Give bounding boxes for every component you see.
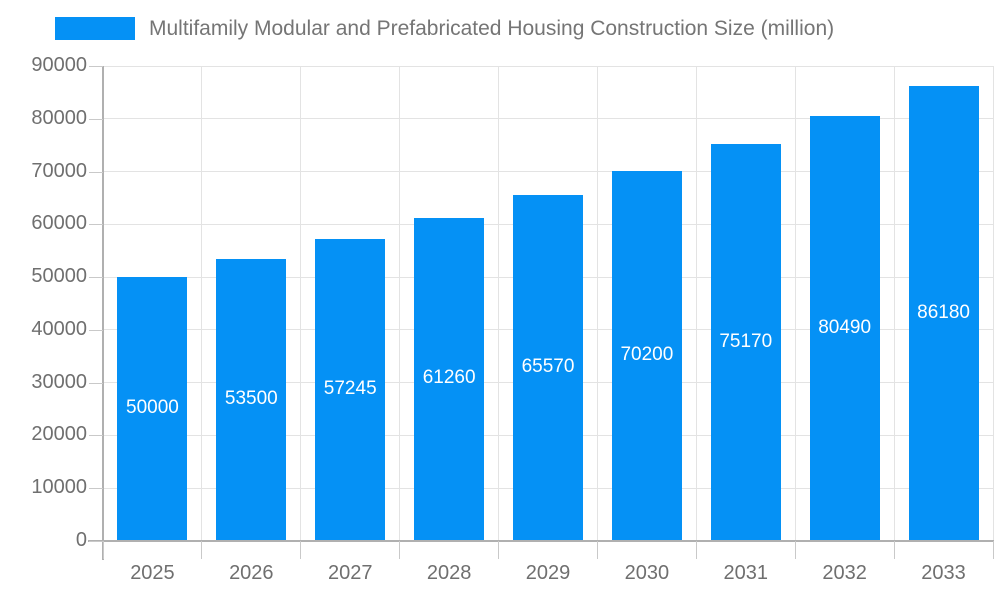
h-gridline bbox=[103, 171, 993, 173]
x-tick-label: 2026 bbox=[229, 562, 274, 584]
y-tick bbox=[89, 488, 103, 490]
bar: 57245 bbox=[315, 238, 386, 541]
plot-area: 50000 53500 57245 61260 65570 70200 75170 80490… bbox=[103, 65, 994, 541]
x-tick bbox=[794, 541, 796, 559]
bar-value-label: 70200 bbox=[620, 343, 674, 365]
legend: Multifamily Modular and Prefabricated Ho… bbox=[55, 16, 834, 41]
y-tick-label: 30000 bbox=[31, 370, 87, 393]
y-tick bbox=[89, 435, 103, 437]
bar-value-label: 65570 bbox=[521, 355, 575, 377]
y-tick-label: 70000 bbox=[31, 159, 87, 182]
y-tick-label: 10000 bbox=[31, 476, 87, 499]
y-tick-label: 80000 bbox=[31, 106, 87, 129]
y-tick-label: 60000 bbox=[31, 212, 87, 235]
x-tick-label: 2028 bbox=[426, 562, 472, 584]
v-gridline bbox=[399, 66, 401, 541]
y-tick-label: 20000 bbox=[31, 423, 87, 446]
bar: 61260 bbox=[414, 217, 485, 541]
v-gridline bbox=[596, 66, 598, 541]
x-tick bbox=[201, 541, 203, 559]
x-tick-label: 2029 bbox=[525, 562, 571, 584]
y-tick bbox=[89, 329, 103, 331]
bar: 50000 bbox=[117, 277, 188, 541]
v-gridline bbox=[893, 66, 895, 541]
y-tick-label: 40000 bbox=[31, 317, 87, 340]
x-axis-line bbox=[88, 540, 994, 542]
x-tick bbox=[300, 541, 302, 559]
y-axis-line bbox=[102, 66, 104, 560]
y-tick-label: 90000 bbox=[31, 54, 87, 76]
bar-value-label: 61260 bbox=[422, 367, 476, 389]
x-tick bbox=[102, 541, 104, 559]
y-tick-label: 0 bbox=[75, 529, 87, 551]
x-tick bbox=[992, 541, 994, 559]
bar-value-label: 80490 bbox=[818, 316, 872, 338]
bar-value-label: 86180 bbox=[917, 301, 970, 323]
x-tick bbox=[498, 541, 500, 559]
bar: 86180 bbox=[908, 86, 979, 541]
bar-value-label: 53500 bbox=[224, 387, 278, 409]
legend-swatch bbox=[55, 17, 135, 40]
y-tick bbox=[89, 66, 103, 67]
x-tick-label: 2027 bbox=[327, 562, 373, 584]
v-gridline bbox=[992, 66, 994, 541]
bar-value-label: 57245 bbox=[323, 377, 377, 399]
y-tick bbox=[89, 541, 103, 542]
y-tick-label: 50000 bbox=[31, 265, 87, 288]
bar: 80490 bbox=[809, 116, 880, 541]
x-tick bbox=[399, 541, 401, 559]
x-tick bbox=[596, 541, 598, 559]
h-gridline bbox=[103, 118, 993, 120]
y-tick bbox=[89, 224, 103, 226]
x-tick-label: 2031 bbox=[723, 562, 769, 584]
bar: 70200 bbox=[611, 170, 682, 541]
y-tick bbox=[89, 382, 103, 384]
bar-value-label: 75170 bbox=[719, 330, 773, 352]
x-tick-label: 2032 bbox=[822, 562, 867, 584]
v-gridline bbox=[794, 66, 796, 541]
v-gridline bbox=[201, 66, 203, 541]
x-tick-label: 2025 bbox=[130, 562, 175, 584]
h-gridline bbox=[103, 65, 993, 67]
bar: 65570 bbox=[513, 194, 583, 541]
x-tick-label: 2033 bbox=[921, 562, 966, 584]
y-tick bbox=[89, 171, 103, 173]
bar: 53500 bbox=[216, 258, 287, 541]
v-gridline bbox=[498, 66, 500, 541]
y-tick bbox=[89, 118, 103, 120]
v-gridline bbox=[300, 66, 302, 541]
bar: 75170 bbox=[710, 144, 781, 541]
legend-label: Multifamily Modular and Prefabricated Ho… bbox=[149, 16, 835, 40]
y-tick bbox=[89, 277, 103, 279]
x-tick-label: 2030 bbox=[624, 562, 670, 584]
x-tick bbox=[893, 541, 895, 559]
v-gridline bbox=[695, 66, 697, 541]
x-tick bbox=[695, 541, 697, 559]
bar-value-label: 50000 bbox=[126, 397, 179, 419]
